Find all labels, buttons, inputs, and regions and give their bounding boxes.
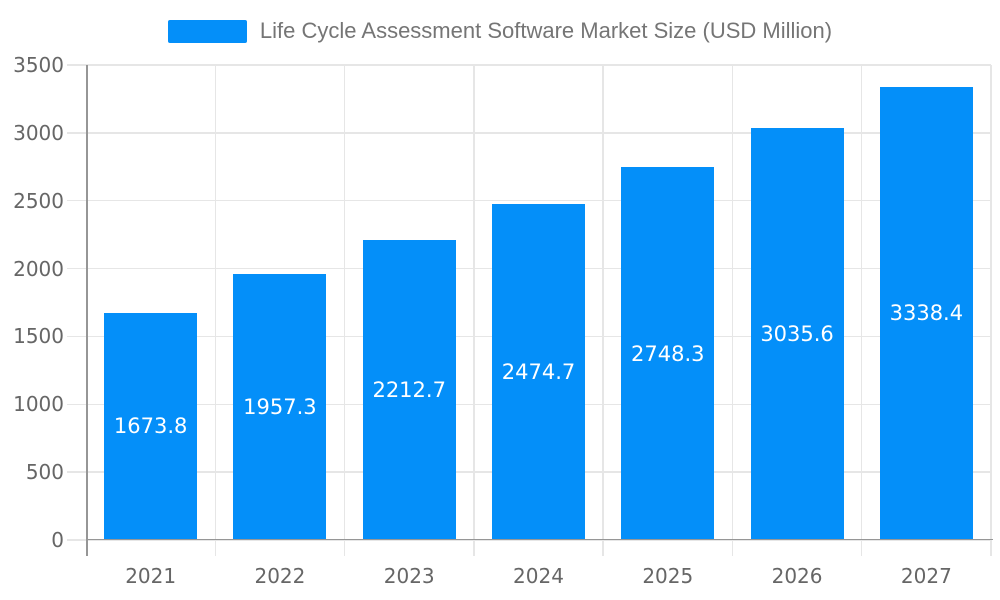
bar-value-label: 3035.6 <box>760 322 834 347</box>
x-axis-line <box>86 538 993 541</box>
v-gridline <box>731 65 734 556</box>
h-gridline <box>67 199 991 202</box>
bar-value-label: 1673.8 <box>113 414 188 439</box>
x-axis-labels: 2021 2022 2023 2024 2025 2026 2027 <box>86 558 991 594</box>
x-tick-label-2025: 2025 <box>642 564 694 588</box>
bar-2022[interactable]: 1957.3 <box>233 274 327 540</box>
bar-2023[interactable]: 2212.7 <box>362 239 456 540</box>
v-gridline <box>602 65 604 556</box>
v-gridline <box>214 65 217 556</box>
bar-value-label: 1957.3 <box>243 395 317 420</box>
bar-value-label: 2212.7 <box>372 377 446 402</box>
x-tick-label-2023: 2023 <box>383 564 435 588</box>
x-tick-label-2021: 2021 <box>125 564 177 588</box>
y-tick-label: 1000 <box>13 392 64 417</box>
bar-2026[interactable]: 3035.6 <box>750 128 844 540</box>
bar-2024[interactable]: 2474.7 <box>491 204 586 540</box>
bar-2025[interactable]: 2748.3 <box>621 167 715 540</box>
y-tick-label: 0 <box>51 528 64 552</box>
bar-value-label: 2748.3 <box>631 341 705 366</box>
v-gridline <box>343 65 346 556</box>
y-tick-label: 2500 <box>13 188 64 213</box>
bar-2027[interactable]: 3338.4 <box>879 86 973 540</box>
x-tick-label-2022: 2022 <box>254 564 306 588</box>
legend-label: Life Cycle Assessment Software Market Si… <box>259 18 833 43</box>
v-gridline <box>990 65 992 556</box>
y-tick-label: 1500 <box>13 324 64 349</box>
x-tick-label-2027: 2027 <box>900 564 952 588</box>
v-gridline <box>473 65 475 556</box>
bar-2021[interactable]: 1673.8 <box>104 312 198 540</box>
legend[interactable]: Life Cycle Assessment Software Market Si… <box>0 18 1000 44</box>
h-gridline <box>67 132 991 134</box>
legend-swatch-icon <box>167 19 247 43</box>
x-tick-label-2024: 2024 <box>513 564 564 588</box>
y-axis-line <box>86 65 88 556</box>
y-tick-label: 3500 <box>13 53 64 77</box>
y-tick-label: 2000 <box>13 256 64 281</box>
bar-value-label: 2474.7 <box>501 360 576 385</box>
y-axis-labels: 0 500 1000 1500 2000 2500 3000 3500 <box>0 0 64 600</box>
plot-area: 1673.8 1957.3 2212.7 2474.7 2748.3 3035.6 3338… <box>67 64 992 556</box>
h-gridline <box>67 64 991 66</box>
y-tick-label: 3000 <box>13 120 64 145</box>
v-gridline <box>860 65 863 556</box>
x-tick-label-2026: 2026 <box>771 564 823 588</box>
y-tick-label: 500 <box>25 460 64 485</box>
bar-value-label: 3338.4 <box>889 301 964 326</box>
